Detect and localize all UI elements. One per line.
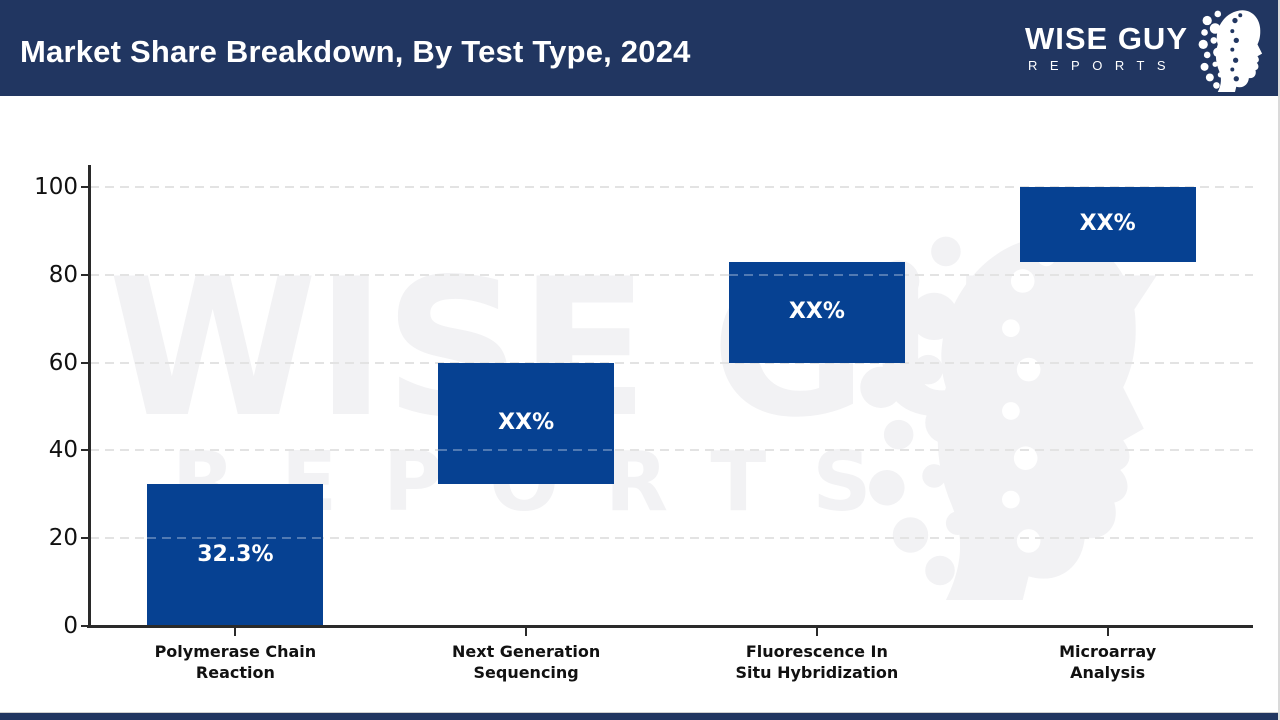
x-tick-2 [815, 628, 818, 636]
brand-logo: WISE GUY REPORTS [1010, 4, 1272, 92]
footer-bar [0, 713, 1278, 720]
x-category-label-2: Fluorescence In Situ Hybridization [702, 641, 932, 683]
gridline-100 [90, 186, 1253, 188]
logo-text: WISE GUY REPORTS [1025, 22, 1188, 74]
y-tick-label-20: 20 [48, 525, 78, 552]
gridline-20 [90, 537, 1253, 540]
x-category-line: Fluorescence In [745, 642, 888, 661]
y-tick-label-0: 0 [63, 613, 78, 639]
x-category-label-3: Microarray Analysis [993, 641, 1223, 683]
logo-subtext: REPORTS [1027, 58, 1179, 73]
gridline-80 [90, 273, 1253, 276]
y-tick-40 [81, 449, 88, 452]
bar-1 [438, 362, 615, 485]
y-tick-label-60: 60 [48, 349, 78, 376]
bar-value-label: XX% [498, 410, 555, 436]
bar-0-gridline-20 [147, 537, 324, 540]
bottom-hairline [0, 712, 1278, 713]
x-tick-3 [1106, 628, 1109, 636]
x-category-line: Sequencing [473, 663, 579, 682]
y-tick-0 [81, 625, 88, 627]
y-tick-label-80: 80 [48, 261, 78, 288]
x-category-line: Situ Hybridization [735, 663, 899, 682]
y-tick-label-100: 100 [34, 174, 78, 200]
y-axis-line [88, 165, 91, 628]
bar-value-label: 32.3% [197, 542, 274, 568]
x-axis-line [87, 625, 1253, 628]
x-category-line: Reaction [195, 663, 275, 682]
x-category-line: Analysis [1070, 663, 1146, 682]
y-tick-60 [81, 361, 88, 364]
x-category-line: Microarray [1059, 642, 1157, 661]
y-tick-20 [81, 537, 88, 540]
header: Market Share Breakdown, By Test Type, 20… [0, 0, 1278, 96]
x-tick-0 [234, 628, 237, 636]
logo-head-icon [1198, 10, 1263, 92]
page-title: Market Share Breakdown, By Test Type, 20… [20, 34, 691, 69]
bar-1-gridline-40 [438, 449, 615, 452]
x-category-label-1: Next Generation Sequencing [411, 641, 641, 683]
bar-2-gridline-80 [728, 273, 905, 276]
gridline-60 [90, 361, 1253, 364]
y-tick-100 [81, 186, 88, 188]
logo-wordmark: WISE GUY [1024, 21, 1188, 56]
bar-0 [147, 484, 324, 626]
x-category-label-0: Polymerase Chain Reaction [120, 641, 350, 683]
x-category-line: Next Generation [452, 642, 601, 661]
gridline-40 [90, 449, 1253, 452]
y-tick-80 [81, 273, 88, 276]
y-tick-label-40: 40 [48, 437, 78, 464]
bar-value-label: XX% [1079, 211, 1136, 237]
x-tick-1 [525, 628, 528, 636]
bar-value-label: XX% [788, 299, 845, 325]
x-category-line: Polymerase Chain [154, 642, 317, 661]
